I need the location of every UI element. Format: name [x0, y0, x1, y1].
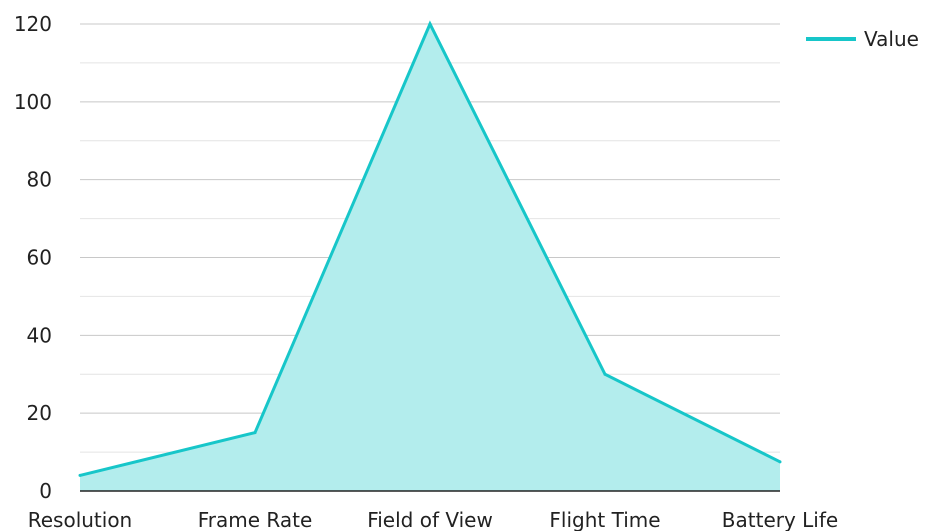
x-tick-label: Resolution — [28, 508, 133, 531]
data-point — [778, 460, 782, 464]
data-point — [253, 431, 257, 435]
y-tick-label: 100 — [14, 90, 52, 114]
x-tick-label: Frame Rate — [198, 508, 313, 531]
data-point — [78, 473, 82, 477]
y-tick-label: 60 — [27, 246, 52, 270]
legend-label: Value — [864, 27, 919, 51]
y-tick-label: 20 — [27, 401, 52, 425]
axes: 0 20 40 60 80 100 120 Resolution Frame Rate Field… — [14, 12, 838, 531]
plot-area — [78, 20, 782, 491]
legend: Value — [806, 27, 919, 51]
data-point — [428, 22, 432, 26]
x-tick-label: Battery Life — [722, 508, 838, 531]
y-tick-label: 0 — [39, 479, 52, 503]
y-tick-label: 120 — [14, 12, 52, 36]
x-tick-label: Field of View — [367, 508, 493, 531]
y-tick-label: 40 — [27, 323, 52, 347]
data-point — [603, 372, 607, 376]
y-tick-label: 80 — [27, 168, 52, 192]
x-tick-label: Flight Time — [549, 508, 660, 531]
